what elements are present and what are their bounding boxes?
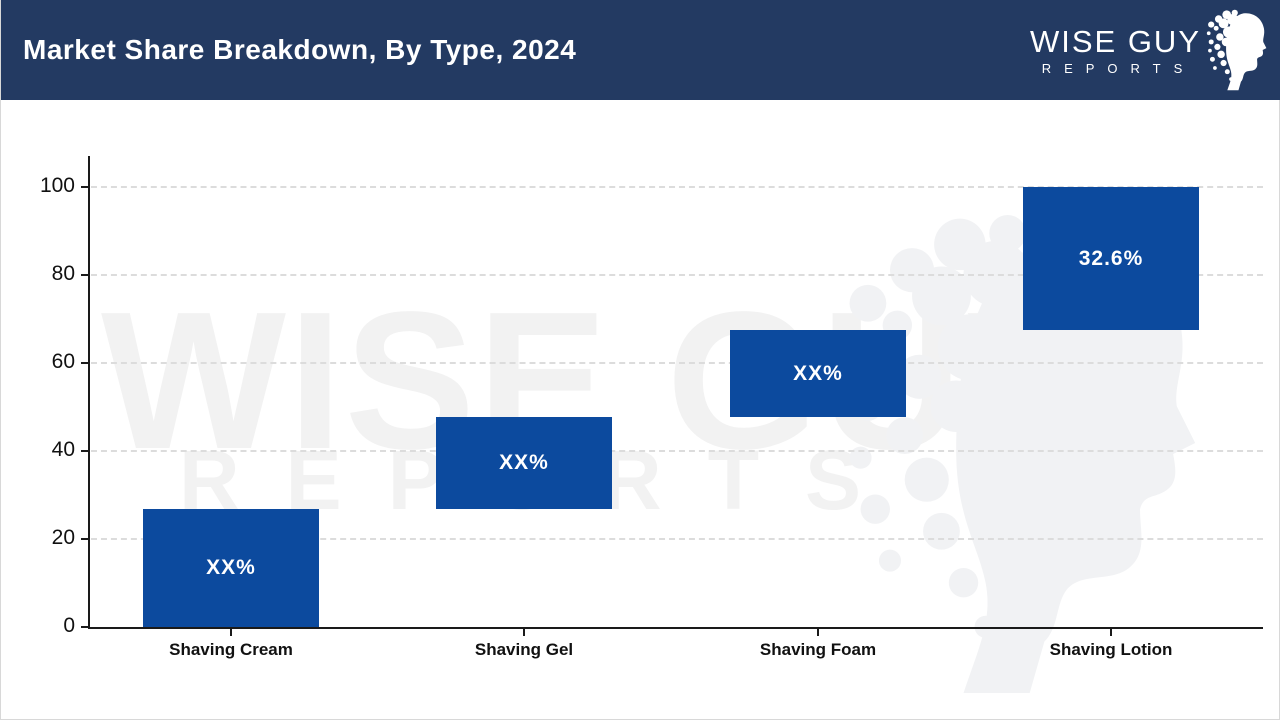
x-tick-1	[523, 629, 525, 636]
gridline-100	[91, 186, 1263, 188]
gridline-60	[91, 362, 1263, 364]
x-category-label: Shaving Cream	[169, 640, 293, 659]
logo-sub-text: REPORTS	[1041, 60, 1196, 76]
y-tick-label-100: 100	[39, 174, 75, 197]
y-tick-80	[81, 274, 89, 276]
x-category-label: Shaving Foam	[759, 640, 877, 659]
bar-value-label: 32.6%	[1078, 246, 1144, 270]
x-category-label: Shaving Lotion	[1049, 640, 1173, 659]
x-axis-line	[88, 627, 1263, 629]
y-tick-40	[81, 450, 89, 452]
wise-guy-logo: WISE GUY REPORTS	[1030, 9, 1267, 91]
bar-value-label: XX%	[793, 361, 843, 385]
y-tick-60	[81, 362, 89, 364]
y-tick-100	[81, 186, 89, 188]
gridline-80	[91, 274, 1263, 276]
bar-shaving-gel: XX%	[436, 417, 612, 510]
bar-value-label: XX%	[206, 556, 256, 580]
x-tick-0	[230, 629, 232, 636]
header-bar: Market Share Breakdown, By Type, 2024 WI…	[1, 0, 1280, 100]
logo-text: WISE GUY REPORTS	[1030, 26, 1201, 75]
y-tick-20	[81, 538, 89, 540]
bar-shaving-lotion: 32.6%	[1023, 187, 1199, 331]
y-tick-0	[81, 626, 89, 628]
page-title: Market Share Breakdown, By Type, 2024	[23, 34, 577, 65]
x-category-label: Shaving Gel	[474, 640, 574, 659]
y-tick-label-60: 60	[51, 350, 75, 373]
y-tick-label-20: 20	[51, 526, 75, 549]
y-tick-label-0: 0	[63, 614, 75, 637]
gridline-40	[91, 450, 1263, 452]
x-tick-2	[817, 629, 819, 636]
y-tick-label-80: 80	[51, 262, 75, 285]
y-tick-label-40: 40	[51, 438, 75, 461]
bar-shaving-cream: XX%	[143, 509, 319, 627]
bar-shaving-foam: XX%	[730, 330, 906, 418]
gridline-20	[91, 538, 1263, 540]
x-tick-3	[1110, 629, 1112, 636]
y-axis-line	[88, 156, 90, 629]
bar-value-label: XX%	[499, 451, 549, 475]
logo-brand-text: WISE GUY	[1029, 23, 1201, 59]
